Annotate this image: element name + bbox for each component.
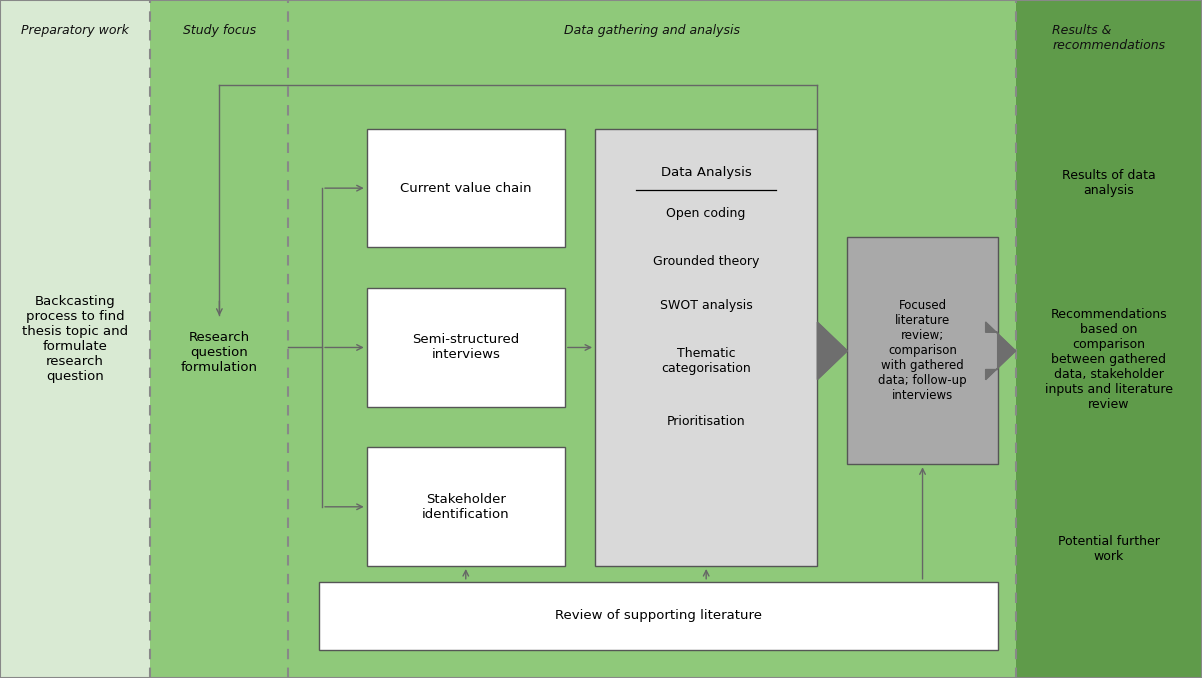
Bar [367,447,565,566]
Text: Stakeholder
identification: Stakeholder identification [422,493,510,521]
Text: Grounded theory: Grounded theory [653,254,760,268]
Bar [595,129,817,566]
Bar [0,0,150,678]
Polygon shape [986,322,1016,380]
Text: Research
question
formulation: Research question formulation [180,331,258,374]
Text: Open coding: Open coding [666,207,746,220]
Text: Data gathering and analysis: Data gathering and analysis [564,24,740,37]
Bar [367,288,565,407]
Bar [319,582,998,650]
Text: Focused
literature
review;
comparison
with gathered
data; follow-up
interviews: Focused literature review; comparison wi… [879,300,966,402]
Text: Preparatory work: Preparatory work [22,24,129,37]
Text: SWOT analysis: SWOT analysis [660,298,752,312]
Text: Results &
recommendations: Results & recommendations [1052,24,1166,52]
Text: Semi-structured
interviews: Semi-structured interviews [412,334,519,361]
Text: Review of supporting literature: Review of supporting literature [554,609,762,622]
Text: Data Analysis: Data Analysis [661,166,751,180]
Text: Backcasting
process to find
thesis topic and
formulate
research
question: Backcasting process to find thesis topic… [22,295,129,383]
Text: Thematic
categorisation: Thematic categorisation [661,346,751,375]
Text: Prioritisation: Prioritisation [667,415,745,428]
Bar [367,129,565,247]
Text: Results of data
analysis: Results of data analysis [1063,169,1155,197]
Bar [1016,0,1202,678]
Bar [847,237,998,464]
Text: Study focus: Study focus [183,24,256,37]
Text: Recommendations
based on
comparison
between gathered
data, stakeholder
inputs an: Recommendations based on comparison betw… [1045,308,1173,411]
Text: Potential further
work: Potential further work [1058,535,1160,563]
Bar [288,0,1016,678]
Polygon shape [817,322,847,380]
Bar [150,0,288,678]
Text: Current value chain: Current value chain [400,182,531,195]
